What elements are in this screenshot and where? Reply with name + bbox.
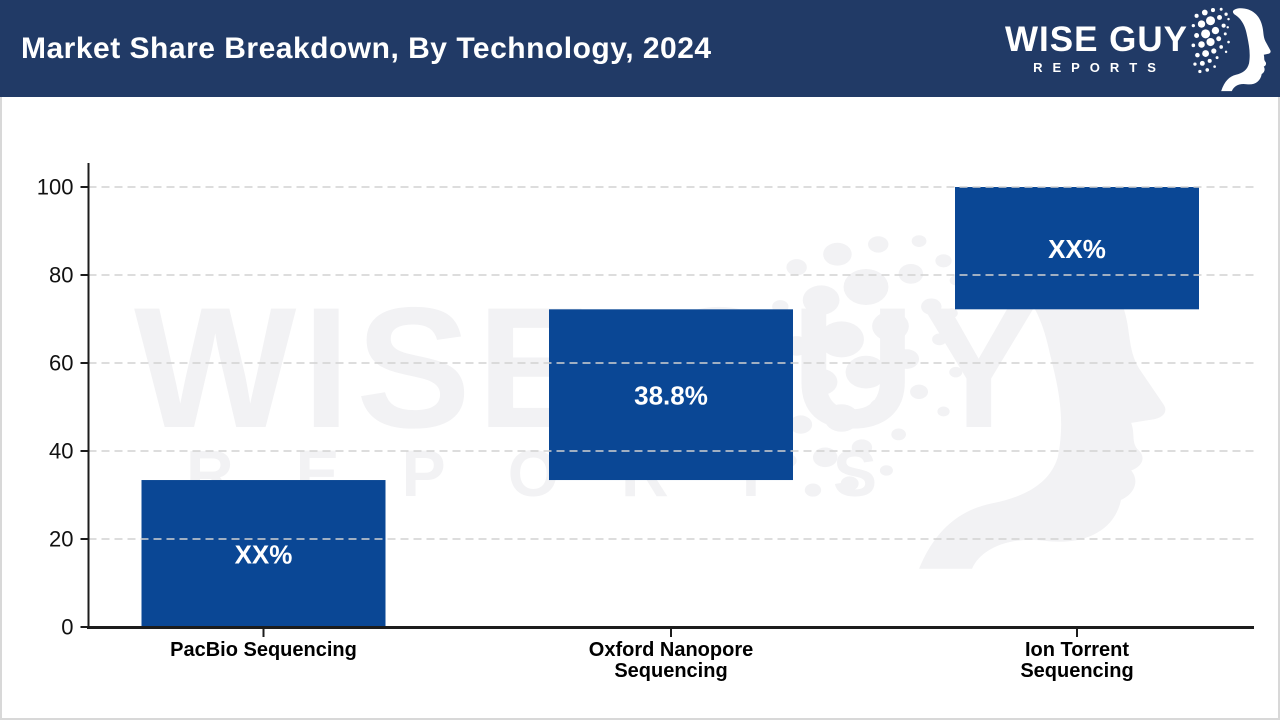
page-border-bottom [0,718,1280,720]
x-category-label-pacbio-sequencing: PacBio Sequencing [170,639,357,661]
x-category-label-oxford-nanopore-sequencing: Oxford Nanopore Sequencing [589,639,753,682]
logo-subbrand-text: REPORTS [1033,60,1166,75]
bar-value-label-oxford-nanopore-sequencing: 38.8% [634,381,708,411]
bar-value-label-pacbio-sequencing: XX% [235,540,293,570]
y-tick-label-80: 80 [49,263,73,288]
bar-value-label-ion-torrent-sequencing: XX% [1048,234,1106,264]
wise-guy-logo: WISE GUY REPORTS [1005,6,1272,92]
chart-title: Market Share Breakdown, By Technology, 2… [21,31,712,65]
y-tick-label-40: 40 [49,439,73,464]
bar-pacbio-sequencing[interactable] [141,480,386,627]
y-tick-label-100: 100 [37,175,74,200]
y-tick-label-60: 60 [49,351,73,376]
x-category-label-ion-torrent-sequencing: Ion Torrent Sequencing [1020,639,1133,682]
y-tick-label-20: 20 [49,527,73,552]
bar-ion-torrent-sequencing[interactable] [955,187,1199,310]
logo-text: WISE GUY REPORTS [1005,22,1188,75]
page-border-right [1278,97,1280,720]
logo-face-icon [1191,7,1271,91]
header: Market Share Breakdown, By Technology, 2… [0,0,1280,97]
page-border-left [0,97,2,720]
y-tick-label-0: 0 [61,615,73,640]
bar-chart: XX% 38.8% XX% 0 20 40 60 80 100 PacBio Sequencing… [37,163,1254,682]
logo-brand-text: WISE GUY [1004,20,1188,59]
